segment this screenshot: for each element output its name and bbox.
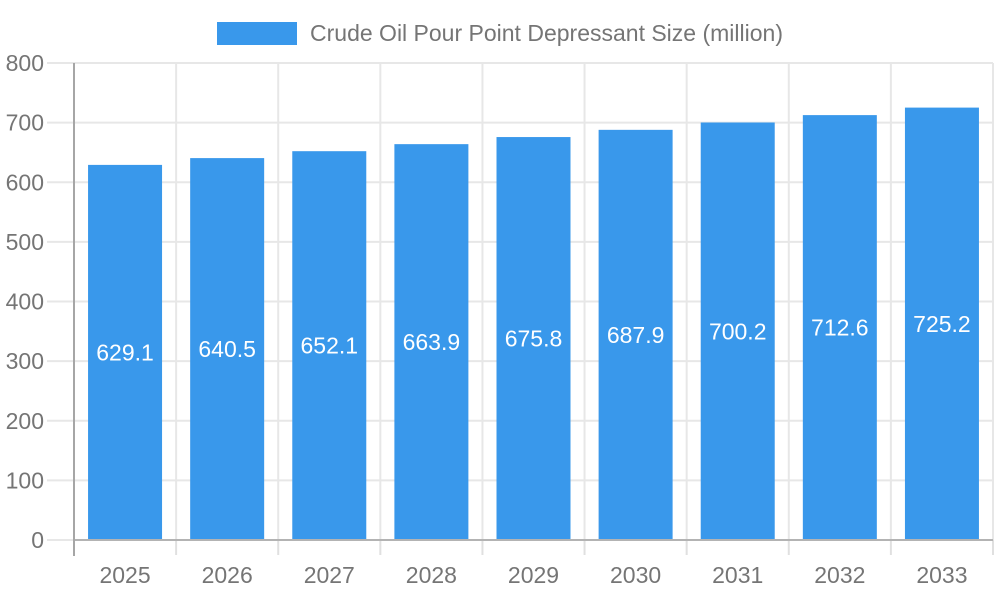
bar-value-label: 652.1: [300, 333, 358, 359]
bar: [292, 151, 367, 541]
legend-label: Crude Oil Pour Point Depressant Size (mi…: [310, 20, 783, 46]
bar: [700, 122, 775, 541]
y-tick-label: 100: [6, 467, 44, 493]
y-tick-label: 200: [6, 408, 44, 434]
x-tick-label: 2027: [304, 562, 355, 588]
bar: [88, 164, 163, 541]
bar-value-label: 640.5: [198, 336, 256, 362]
bar-value-label: 687.9: [607, 322, 665, 348]
y-tick-label: 0: [31, 527, 44, 553]
bar: [802, 115, 877, 541]
bar-value-label: 700.2: [709, 318, 767, 344]
bar: [394, 144, 469, 540]
x-tick-label: 2025: [99, 562, 150, 588]
bar: [496, 137, 571, 540]
x-tick-label: 2032: [814, 562, 865, 588]
y-tick-label: 700: [6, 110, 44, 136]
bar-value-label: 712.6: [811, 315, 869, 341]
bar: [904, 107, 979, 541]
y-tick-label: 300: [6, 348, 44, 374]
x-tick-label: 2033: [916, 562, 967, 588]
bar: [190, 158, 265, 540]
legend-swatch: [217, 22, 298, 45]
x-tick-label: 2026: [202, 562, 253, 588]
legend[interactable]: Crude Oil Pour Point Depressant Size (mi…: [0, 22, 1000, 45]
bar-value-label: 675.8: [505, 326, 563, 352]
bar-value-label: 725.2: [913, 311, 971, 337]
x-tick-label: 2031: [712, 562, 763, 588]
y-tick-label: 500: [6, 229, 44, 255]
bar-value-label: 629.1: [96, 339, 154, 365]
y-tick-label: 400: [6, 289, 44, 315]
bar-value-label: 663.9: [403, 329, 461, 355]
y-tick-label: 600: [6, 169, 44, 195]
y-tick-label: 800: [6, 50, 44, 76]
bar: [598, 129, 673, 540]
x-tick-label: 2029: [508, 562, 559, 588]
x-tick-label: 2028: [406, 562, 457, 588]
x-tick-label: 2030: [610, 562, 661, 588]
